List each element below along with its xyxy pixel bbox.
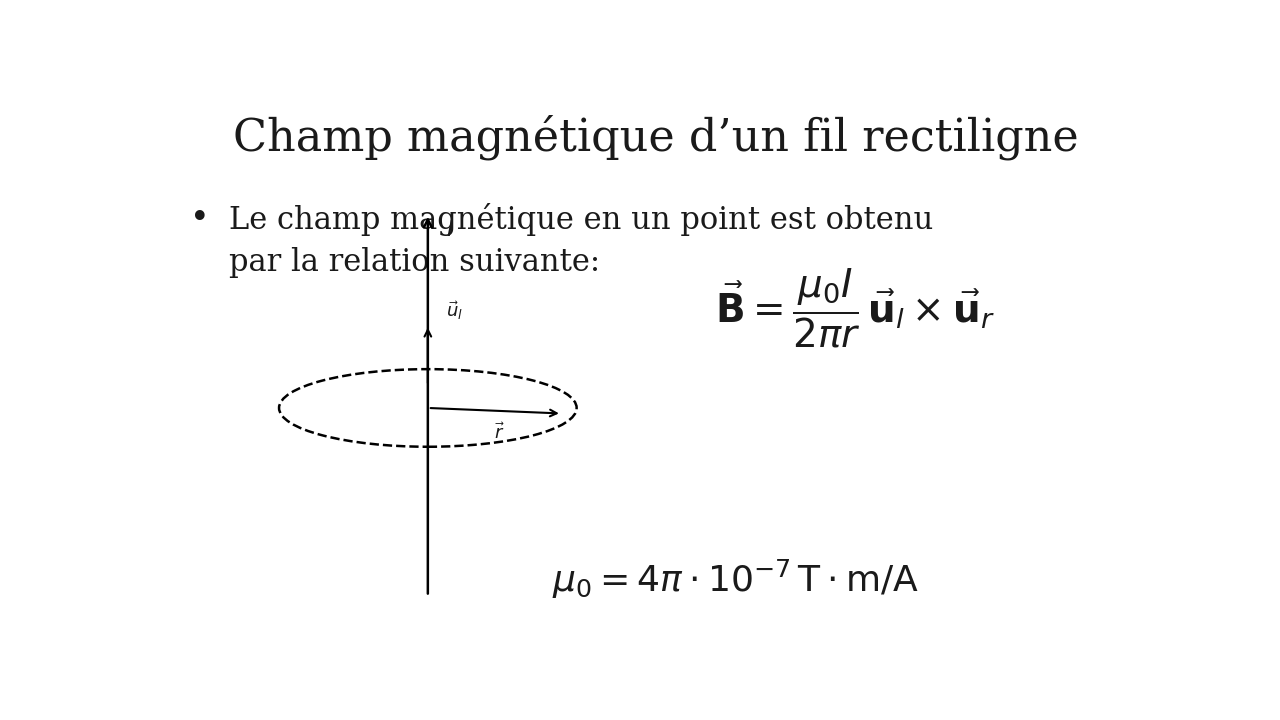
- Text: $\vec{r}$: $\vec{r}$: [494, 422, 506, 443]
- Text: $\mu_0 = 4\pi \cdot 10^{-7}\,\mathrm{T \cdot m/A}$: $\mu_0 = 4\pi \cdot 10^{-7}\,\mathrm{T \…: [552, 558, 919, 601]
- Text: $I$: $I$: [445, 220, 453, 241]
- Text: $\vec{\mathbf{B}} = \dfrac{\mu_0 I}{2\pi r}\,\vec{\mathbf{u}}_l \times \vec{\mat: $\vec{\mathbf{B}} = \dfrac{\mu_0 I}{2\pi…: [714, 266, 995, 350]
- Text: •: •: [189, 203, 210, 235]
- Text: Champ magnétique d’un fil rectiligne: Champ magnétique d’un fil rectiligne: [233, 114, 1079, 160]
- Text: $\vec{u}_l$: $\vec{u}_l$: [445, 300, 463, 322]
- Text: par la relation suivante:: par la relation suivante:: [229, 247, 600, 278]
- Text: Le champ magnétique en un point est obtenu: Le champ magnétique en un point est obte…: [229, 203, 933, 236]
